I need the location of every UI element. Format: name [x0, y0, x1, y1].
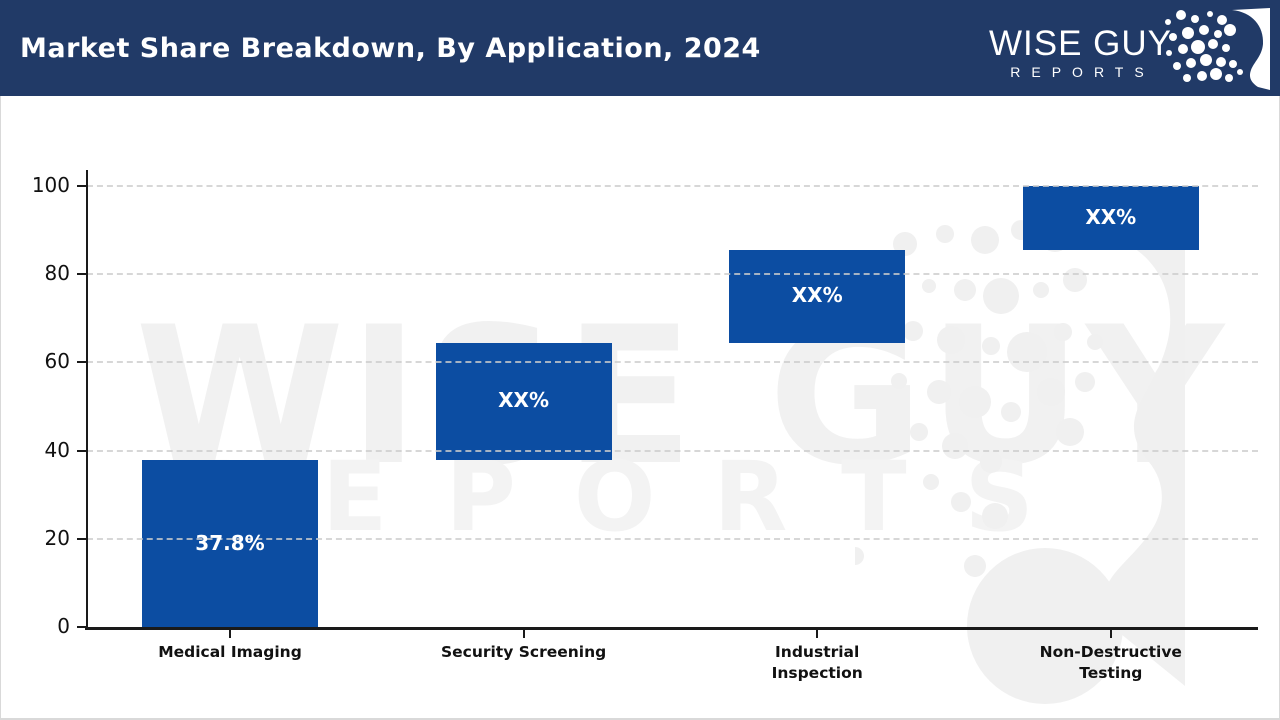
chart-area: WISE GUY REPORTS 0 20 40 60 80 100 37.8% XX% XX%… — [0, 96, 1280, 718]
x-axis-line — [85, 627, 1258, 630]
y-tick-label: 60 — [44, 349, 70, 374]
y-tick-label: 0 — [57, 614, 70, 638]
x-category-label: Medical Imaging — [158, 643, 302, 661]
y-tick-label: 20 — [44, 525, 70, 550]
plot: 0 20 40 60 80 100 37.8% XX% XX% XX% Medical Imagin… — [0, 96, 1280, 718]
header-bar: Market Share Breakdown, By Application, … — [0, 0, 1280, 96]
grid-line — [87, 449, 1258, 452]
x-category-label: Security Screening — [440, 643, 607, 661]
bar-segment — [1022, 186, 1199, 250]
bar-segment — [142, 460, 318, 627]
y-axis-line — [86, 170, 88, 629]
watermark-text-line2: REPORTS — [190, 441, 1092, 553]
wise-guy-logo: WISE GUY REPORTS — [989, 6, 1270, 92]
y-tick-label: 40 — [44, 437, 70, 462]
y-axis-tick — [77, 626, 86, 628]
grid-line — [87, 273, 1258, 276]
y-axis-tick — [77, 537, 86, 540]
logo-face-icon — [1165, 8, 1270, 90]
logo-wordmark-line1: WISE GUY — [988, 23, 1172, 63]
grid-line — [87, 537, 1258, 540]
grid-line — [87, 185, 1258, 187]
y-tick-label: 100 — [31, 173, 70, 197]
bar-value-label: 37.8% — [195, 530, 265, 555]
y-axis-tick — [77, 185, 86, 187]
x-category-label: Industrial Inspection — [771, 643, 863, 682]
bar-value-label: XX% — [791, 283, 843, 308]
logo-wordmark-line2: REPORTS — [1010, 63, 1155, 80]
page-title: Market Share Breakdown, By Application, … — [20, 33, 761, 64]
bar-value-label: XX% — [1085, 204, 1137, 229]
x-axis-tick — [1109, 629, 1112, 638]
x-axis-tick — [816, 629, 819, 638]
x-axis-tick — [522, 629, 525, 638]
x-category-label: Non-Destructive Testing — [1039, 643, 1182, 682]
y-axis-tick — [77, 361, 86, 364]
y-tick-label: 80 — [44, 261, 70, 286]
logo-wordmark: WISE GUY REPORTS — [989, 26, 1172, 79]
y-axis-tick — [77, 273, 86, 276]
bar-segment — [729, 249, 906, 343]
bar-value-label: XX% — [498, 388, 550, 413]
y-axis-tick — [77, 449, 86, 452]
x-axis-tick — [229, 629, 231, 638]
grid-line — [87, 361, 1258, 364]
